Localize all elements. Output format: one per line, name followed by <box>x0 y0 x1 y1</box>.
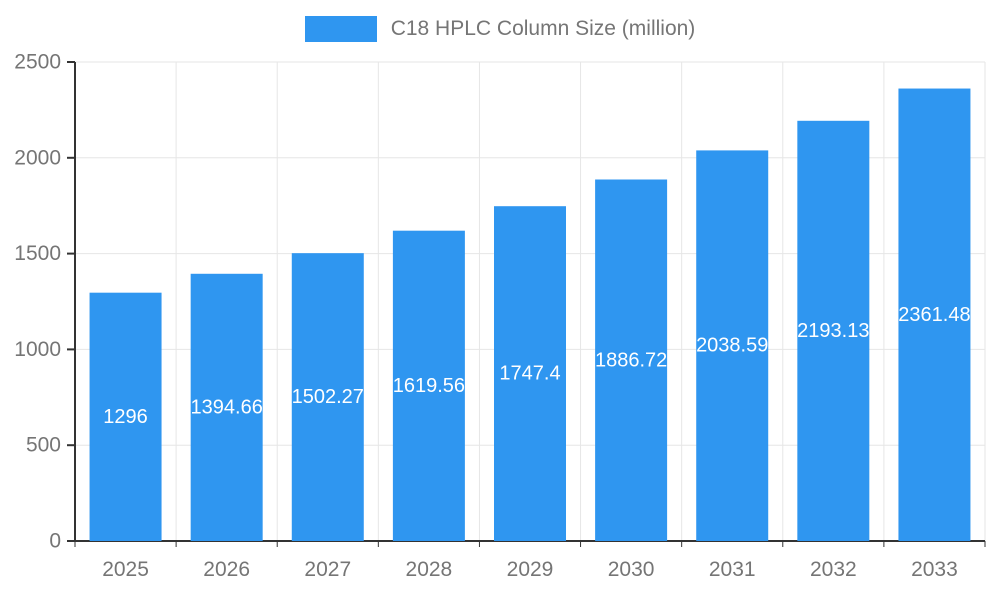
x-tick-label: 2027 <box>304 558 351 581</box>
x-tick-label: 2028 <box>406 558 453 581</box>
bar-value-label: 1296 <box>103 406 148 428</box>
bar-value-label: 2361.48 <box>898 304 970 326</box>
bar[interactable] <box>190 273 263 541</box>
x-tick-label: 2030 <box>608 558 655 581</box>
bar-value-label: 1886.72 <box>595 349 667 371</box>
x-tick-label: 2033 <box>911 558 958 581</box>
y-tick-label: 0 <box>49 530 61 553</box>
legend-swatch <box>304 16 377 42</box>
bar-value-label: 1619.56 <box>393 375 465 397</box>
x-tick-label: 2032 <box>810 558 857 581</box>
y-tick-label: 500 <box>26 434 61 457</box>
bar-value-label: 2038.59 <box>696 335 768 357</box>
y-tick-label: 1000 <box>14 338 61 361</box>
x-tick-label: 2025 <box>102 558 149 581</box>
x-tick-label: 2026 <box>203 558 250 581</box>
bar[interactable] <box>494 206 566 541</box>
y-tick-label: 1500 <box>14 242 61 265</box>
bar-value-label: 1394.66 <box>191 396 263 418</box>
bar[interactable] <box>291 253 364 541</box>
bar[interactable] <box>898 88 971 541</box>
x-tick-label: 2029 <box>507 558 554 581</box>
x-tick-label: 2031 <box>709 558 756 581</box>
bar-value-label: 1747.4 <box>499 363 560 385</box>
bar[interactable] <box>797 120 870 541</box>
bar[interactable] <box>392 230 465 541</box>
y-tick-label: 2500 <box>14 51 61 74</box>
bar-value-label: 1502.27 <box>292 386 364 408</box>
y-tick-label: 2000 <box>14 146 61 169</box>
bar[interactable] <box>595 179 668 541</box>
bar[interactable] <box>89 292 162 541</box>
legend: C18 HPLC Column Size (million) <box>0 14 1000 44</box>
bar[interactable] <box>696 150 769 541</box>
bar-value-label: 2193.13 <box>797 320 869 342</box>
legend-label: C18 HPLC Column Size (million) <box>390 17 696 40</box>
